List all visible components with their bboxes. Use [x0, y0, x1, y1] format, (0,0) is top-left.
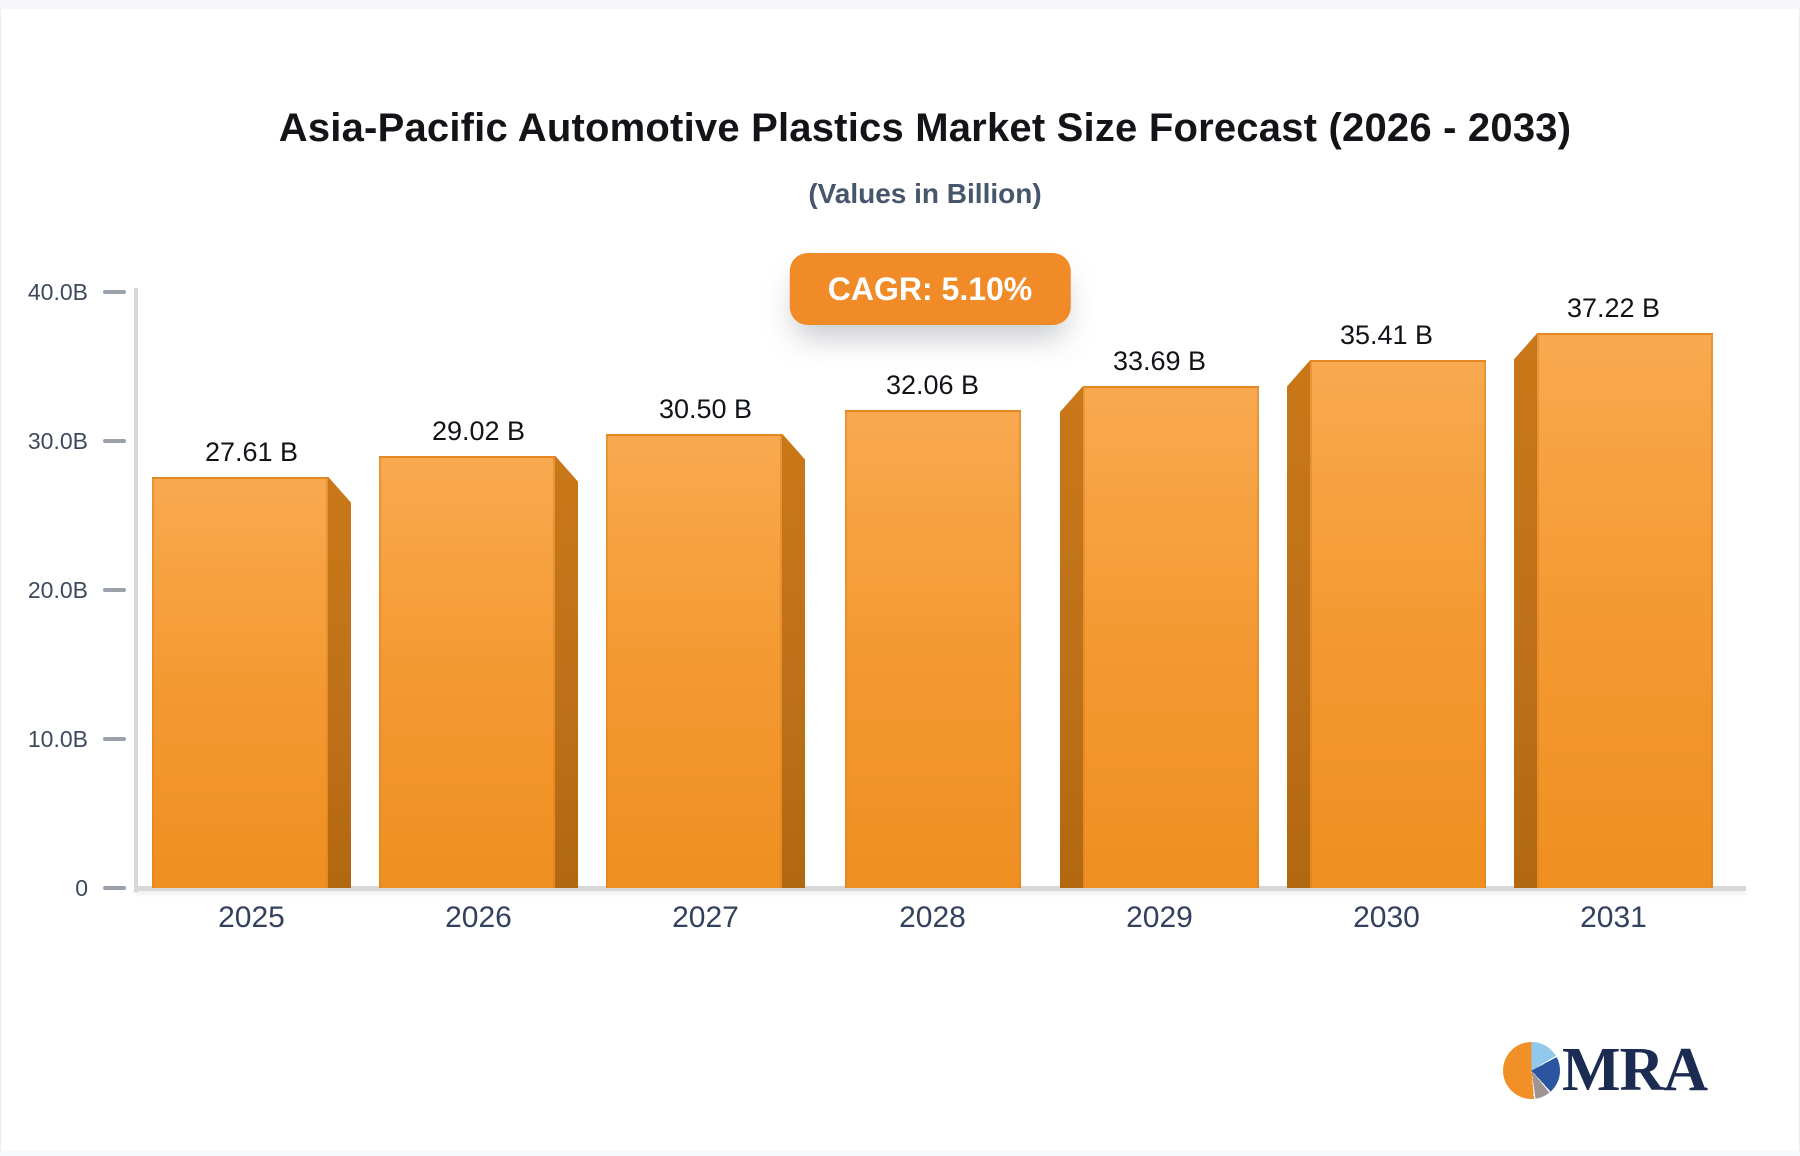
y-tick-mark [103, 588, 126, 592]
bar-value-label: 32.06 B [885, 370, 980, 401]
bar-face [1083, 386, 1259, 888]
bar-face [152, 476, 328, 888]
page-top-strip [0, 0, 1800, 9]
y-tick-label: 40.0B [27, 279, 88, 305]
bar-depth-face [328, 476, 351, 888]
y-axis-line [134, 288, 138, 892]
bar-depth-face [782, 433, 805, 888]
chart-title: Asia-Pacific Automotive Plastics Market … [278, 106, 1572, 150]
bar-value-label: 29.02 B [431, 415, 526, 446]
chart-subtitle: (Values in Billion) [808, 178, 1042, 209]
y-tick-mark [103, 439, 126, 443]
bar: 30.50 B [606, 394, 805, 888]
bar-value-label: 37.22 B [1566, 293, 1661, 324]
x-tick-label: 2025 [218, 901, 285, 934]
y-tick-label: 10.0B [27, 726, 88, 752]
x-tick-label: 2029 [1126, 901, 1193, 934]
bar-face [1310, 360, 1486, 888]
logo-text: MRA [1562, 1035, 1708, 1104]
y-tick-mark [103, 290, 126, 294]
pie-chart-logo-icon [1503, 1041, 1560, 1099]
bar: 37.22 B [1514, 293, 1713, 888]
bar-face [844, 410, 1021, 888]
y-tick-label: 20.0B [27, 577, 88, 603]
bar-value-label: 30.50 B [658, 393, 753, 424]
x-axis-line [134, 886, 1746, 891]
bar: 27.61 B [152, 437, 351, 888]
x-tick-label: 2030 [1353, 901, 1420, 934]
y-tick-mark [103, 886, 126, 890]
bar-face [1537, 333, 1713, 888]
bar: 29.02 B [379, 416, 578, 888]
bar-face [606, 433, 782, 888]
bar: 32.06 B [844, 370, 1021, 888]
x-tick-label: 2028 [899, 901, 966, 934]
bar: 35.41 B [1287, 320, 1486, 888]
mra-logo: MRA [1503, 1035, 1708, 1104]
bar-value-label: 27.61 B [204, 436, 299, 467]
y-tick-label: 0 [75, 875, 88, 901]
bar-depth-face [1287, 360, 1310, 888]
x-tick-label: 2027 [672, 901, 739, 934]
bar-value-label: 35.41 B [1339, 320, 1434, 351]
bar-depth-face [1060, 386, 1083, 888]
bar-value-label: 33.69 B [1112, 346, 1207, 377]
bar-depth-face [1514, 333, 1537, 888]
bar-depth-face [555, 455, 578, 888]
x-tick-label: 2031 [1580, 901, 1647, 934]
cagr-badge: CAGR: 5.10% [789, 253, 1071, 325]
y-tick-mark [103, 737, 126, 741]
x-tick-label: 2026 [445, 901, 512, 934]
bar: 33.69 B [1060, 346, 1259, 888]
bar-face [379, 455, 555, 888]
page-bottom-strip [0, 1151, 1800, 1156]
y-tick-label: 30.0B [27, 428, 88, 454]
